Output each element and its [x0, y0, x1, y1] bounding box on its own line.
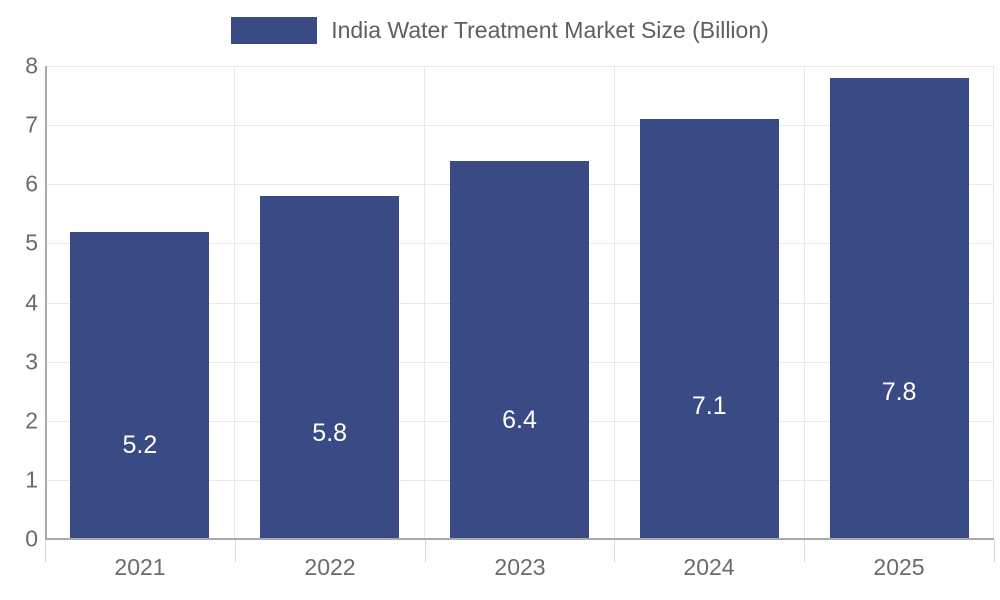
bar-value-label-2021: 5.2 — [122, 430, 158, 459]
gridline-y-8 — [45, 66, 994, 67]
bar-value-label-2022: 5.8 — [312, 418, 348, 447]
gridline-x-4 — [804, 66, 805, 539]
x-tick-label-2022: 2022 — [304, 554, 356, 580]
y-axis-line — [45, 66, 47, 539]
bar-value-label-2025: 7.8 — [881, 377, 917, 406]
y-axis-tick-labels: 8 7 6 5 4 3 2 1 0 — [0, 0, 38, 600]
y-tick-label-3: 3 — [25, 348, 38, 375]
x-tick-label-2025: 2025 — [873, 554, 925, 580]
y-tick-label-4: 4 — [25, 289, 38, 316]
x-tick-mark-0 — [45, 540, 46, 562]
plot-area: 5.2 5.8 6.4 7.1 7.8 — [45, 66, 994, 539]
chart-legend: India Water Treatment Market Size (Billi… — [0, 12, 1000, 48]
x-tick-mark-3 — [614, 540, 615, 562]
legend-swatch-icon — [231, 16, 318, 44]
bar-value-label-2024: 7.1 — [691, 392, 727, 421]
y-tick-label-6: 6 — [25, 170, 38, 197]
bar-2023[interactable] — [450, 160, 589, 539]
legend-label: India Water Treatment Market Size (Billi… — [331, 16, 769, 43]
gridline-x-3 — [614, 66, 615, 539]
x-tick-label-2021: 2021 — [114, 554, 166, 580]
bar-2022[interactable] — [260, 196, 400, 539]
x-tick-mark-2 — [425, 540, 426, 562]
gridline-x-1 — [234, 66, 235, 539]
gridline-y-7 — [45, 125, 994, 126]
x-axis-line — [45, 538, 994, 540]
x-tick-mark-1 — [235, 540, 236, 562]
gridline-x-5 — [993, 66, 994, 539]
bar-2025[interactable] — [829, 77, 969, 539]
gridline-x-2 — [424, 66, 425, 539]
x-tick-mark-5 — [994, 540, 995, 562]
bar-2021[interactable] — [70, 231, 210, 539]
y-tick-label-7: 7 — [25, 111, 38, 138]
y-tick-label-5: 5 — [25, 229, 38, 256]
x-tick-label-2023: 2023 — [494, 554, 546, 580]
bar-value-label-2023: 6.4 — [502, 406, 537, 435]
x-tick-label-2024: 2024 — [683, 554, 735, 580]
y-tick-label-0: 0 — [25, 525, 38, 552]
y-tick-label-1: 1 — [25, 466, 38, 493]
bar-2024[interactable] — [639, 119, 779, 539]
y-tick-label-8: 8 — [25, 52, 38, 79]
x-tick-mark-4 — [804, 540, 805, 562]
y-tick-label-2: 2 — [25, 407, 38, 434]
legend-entry-india-water-treatment[interactable]: India Water Treatment Market Size (Billi… — [231, 16, 769, 44]
